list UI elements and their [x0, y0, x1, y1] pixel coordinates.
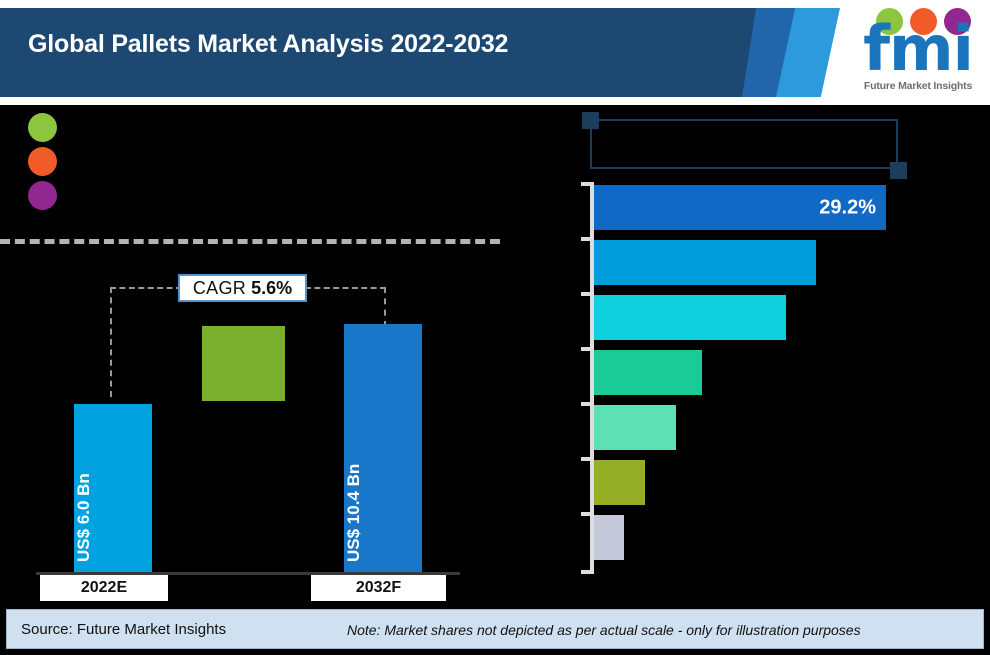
- axis-tick: [581, 347, 591, 351]
- column-bar-2022: US$ 6.0 Bn: [74, 404, 152, 572]
- share-bar-4: [594, 350, 702, 395]
- share-bar-7: [594, 515, 624, 560]
- cagr-bracket-right: [384, 287, 386, 327]
- column-chart-baseline: [36, 572, 460, 575]
- page-title: Global Pallets Market Analysis 2022-2032: [28, 30, 509, 58]
- legend-dot-orange: [28, 147, 57, 176]
- axis-tick: [581, 457, 591, 461]
- empty-callout-box: [590, 119, 898, 169]
- header-band: [0, 8, 820, 97]
- callout-handle-bottom-right[interactable]: [890, 162, 907, 179]
- cagr-bracket-left: [110, 287, 112, 397]
- logo-circles: [876, 8, 982, 38]
- market-size-column-chart: CAGR 5.6% US$ 6.0 Bn US$ 10.4 Bn 2022E 2…: [0, 255, 500, 601]
- legend-dot-green: [28, 113, 57, 142]
- logo-green-circle-icon: [876, 8, 903, 35]
- cagr-bracket-top-left: [110, 287, 182, 289]
- column-bar-2032-value: US$ 10.4 Bn: [344, 463, 363, 562]
- cagr-bracket-top-right: [305, 287, 386, 289]
- market-share-bar-chart: 29.2%: [581, 182, 990, 574]
- share-bar-1: 29.2%: [594, 185, 886, 230]
- column-bar-2022-value: US$ 6.0 Bn: [74, 473, 93, 562]
- logo-purple-circle-icon: [944, 8, 971, 35]
- footer-note: Note: Market shares not depicted as per …: [347, 622, 861, 638]
- fmi-logo: fmi Future Market Insights: [852, 6, 984, 102]
- axis-tick: [581, 292, 591, 296]
- logo-orange-circle-icon: [910, 8, 937, 35]
- axis-tick: [581, 237, 591, 241]
- share-chart-axis: [590, 182, 594, 574]
- share-bar-5: [594, 405, 676, 450]
- share-bar-2: [594, 240, 816, 285]
- column-bar-2032: US$ 10.4 Bn: [344, 324, 422, 572]
- legend-dot-purple: [28, 181, 57, 210]
- dashed-divider: [0, 239, 500, 244]
- market-share-panel: 29.2%: [568, 110, 990, 580]
- share-bar-1-label: 29.2%: [819, 196, 876, 218]
- header: Global Pallets Market Analysis 2022-2032…: [0, 0, 990, 105]
- x-axis-label-2022: 2022E: [40, 575, 168, 601]
- logo-tagline: Future Market Insights: [863, 80, 973, 92]
- x-axis-label-2032: 2032F: [311, 575, 446, 601]
- footer-source: Source: Future Market Insights: [21, 621, 227, 638]
- axis-tick: [581, 570, 591, 574]
- accent-green-square: [202, 326, 285, 401]
- cagr-value: 5.6%: [251, 277, 293, 298]
- cagr-label: CAGR: [192, 277, 247, 298]
- legend-dots: [28, 113, 57, 215]
- axis-tick: [581, 182, 591, 186]
- axis-tick: [581, 512, 591, 516]
- share-bar-6: [594, 460, 645, 505]
- logo-wordmark: fmi: [863, 12, 974, 85]
- share-bar-3: [594, 295, 786, 340]
- column-bar-2022-fill: US$ 6.0 Bn: [74, 404, 152, 572]
- column-bar-2032-fill: US$ 10.4 Bn: [344, 324, 422, 572]
- callout-handle-top-left[interactable]: [582, 112, 599, 129]
- cagr-badge: CAGR 5.6%: [178, 274, 307, 302]
- footer: Source: Future Market Insights Note: Mar…: [6, 609, 984, 649]
- axis-tick: [581, 402, 591, 406]
